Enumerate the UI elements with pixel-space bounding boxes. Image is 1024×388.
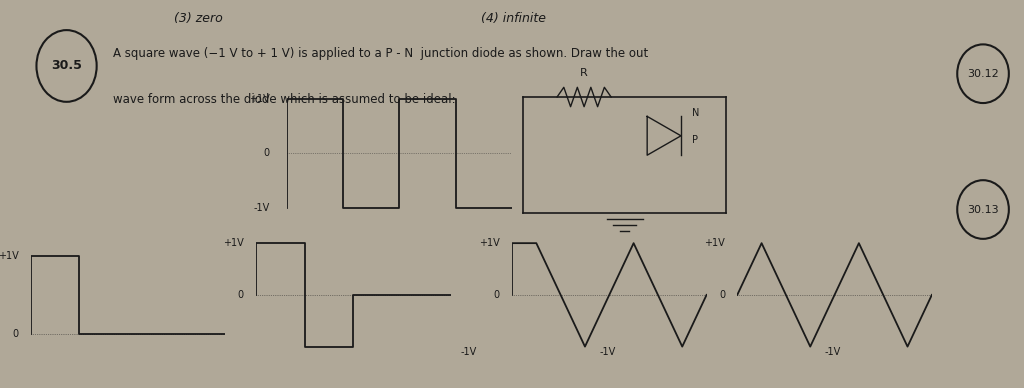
Text: +1V: +1V bbox=[249, 94, 270, 104]
Text: 0: 0 bbox=[238, 290, 244, 300]
Text: 0: 0 bbox=[264, 148, 270, 158]
Text: -1V: -1V bbox=[600, 346, 615, 357]
Text: +1V: +1V bbox=[705, 238, 725, 248]
Text: +1V: +1V bbox=[223, 238, 244, 248]
Text: 0: 0 bbox=[719, 290, 725, 300]
Text: A square wave (−1 V to + 1 V) is applied to a P - N  junction diode as shown. Dr: A square wave (−1 V to + 1 V) is applied… bbox=[113, 47, 648, 60]
Text: N: N bbox=[692, 107, 699, 118]
Text: 30.5: 30.5 bbox=[51, 59, 82, 73]
Text: 0: 0 bbox=[494, 290, 500, 300]
Text: 0: 0 bbox=[12, 329, 18, 339]
Text: -1V: -1V bbox=[825, 346, 841, 357]
Text: -1V: -1V bbox=[254, 203, 270, 213]
Text: 30.13: 30.13 bbox=[968, 204, 998, 215]
Text: -1V: -1V bbox=[461, 346, 476, 357]
Text: (4) infinite: (4) infinite bbox=[481, 12, 546, 25]
Text: 30.12: 30.12 bbox=[967, 69, 999, 79]
Text: wave form across the diode which is assumed to be ideal:: wave form across the diode which is assu… bbox=[113, 93, 456, 106]
Text: R: R bbox=[581, 68, 588, 78]
Text: (3) zero: (3) zero bbox=[174, 12, 223, 25]
Text: +1V: +1V bbox=[0, 251, 18, 261]
Text: P: P bbox=[692, 135, 698, 145]
Text: +1V: +1V bbox=[479, 238, 500, 248]
